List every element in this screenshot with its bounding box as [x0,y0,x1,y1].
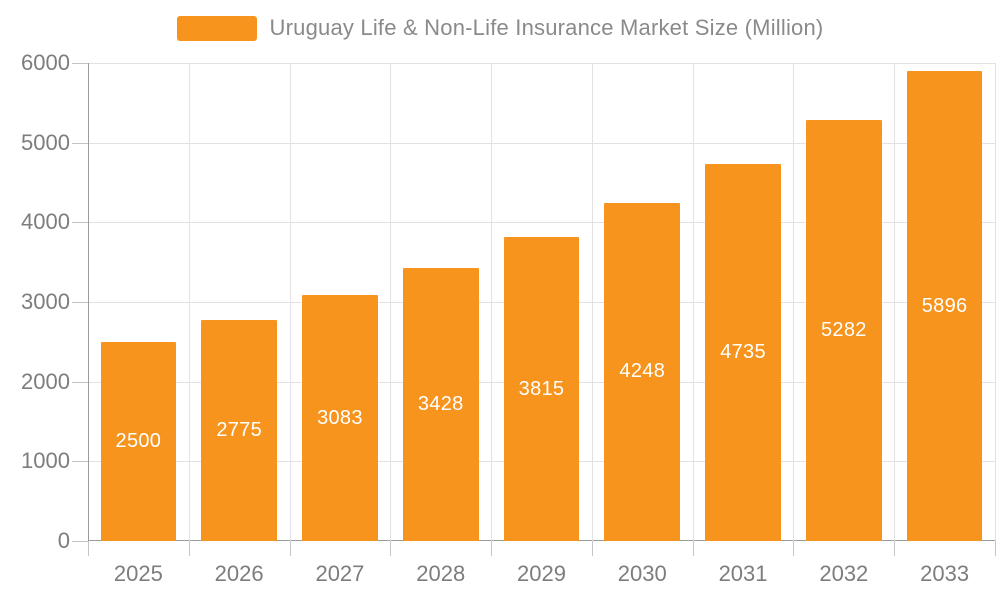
x-axis-tick [692,541,694,556]
x-axis-tick-label: 2025 [113,561,163,586]
x-axis-tick [793,541,795,556]
h-gridline [88,222,995,224]
y-axis-tick [72,461,88,463]
h-gridline [88,142,995,144]
x-axis-tick [491,541,493,556]
x-axis-tick [591,541,593,556]
y-axis-line [88,63,89,541]
v-gridline [995,63,996,541]
y-axis-tick [72,142,88,144]
bar-value-label: 3083 [317,406,363,429]
bar-value-label: 2500 [115,429,162,452]
v-gridline [894,63,896,541]
v-gridline [491,63,493,541]
bar-value-label: 5282 [820,319,867,342]
bar[interactable]: 3428 [402,267,479,541]
bar[interactable]: 3083 [302,295,378,541]
bar-value-label: 3815 [518,377,565,400]
bar[interactable]: 4735 [705,163,781,541]
y-axis-tick [72,302,88,303]
y-axis-tick-label: 0 [57,528,70,553]
bar[interactable]: 4248 [604,202,681,541]
x-axis-tick-label: 2026 [214,561,264,586]
x-axis-tick-label: 2032 [819,561,869,586]
x-axis-tick-label: 2030 [617,561,667,586]
bar-value-label: 4735 [720,340,766,363]
y-axis-tick-label: 3000 [21,289,70,314]
x-axis-tick-label: 2031 [718,561,768,586]
bar[interactable]: 5896 [906,71,983,541]
plot-area: 2500 2775 3083 3428 3815 4248 4735 5282 5896 [88,63,996,541]
legend-label: Uruguay Life & Non-Life Insurance Market… [269,15,824,40]
v-gridline [793,63,795,541]
v-gridline [188,63,190,541]
v-gridline [692,63,694,541]
bar-value-label: 3428 [417,392,464,415]
y-axis-tick [72,222,88,224]
x-axis-tick [390,541,392,556]
legend-swatch [176,15,257,41]
v-gridline [289,63,291,541]
legend[interactable]: Uruguay Life & Non-Life Insurance Market… [0,15,1000,41]
bar-value-label: 5896 [921,294,968,317]
bar-value-label: 4248 [619,360,666,383]
x-axis-tick-label: 2028 [416,561,466,586]
y-axis-tick [72,541,88,542]
x-axis-tick [995,541,996,556]
v-gridline [390,63,392,541]
x-axis-tick [88,541,89,556]
v-gridline [591,63,593,541]
x-axis-tick [289,541,291,556]
y-axis-tick-label: 1000 [21,448,70,474]
y-axis-tick-label: 5000 [21,129,70,155]
y-axis-tick [72,381,88,383]
x-axis-tick [188,541,190,556]
bar[interactable]: 5282 [806,120,882,541]
x-axis-tick-label: 2029 [517,561,566,586]
y-axis-tick-label: 4000 [21,209,70,235]
x-axis-tick-label: 2033 [920,561,970,586]
bar[interactable]: 3815 [503,237,580,541]
y-axis-tick-label: 6000 [21,50,70,75]
h-gridline [88,63,995,64]
bar-value-label: 2775 [216,418,263,441]
bar[interactable]: 2775 [201,319,277,541]
y-axis-tick-label: 2000 [21,368,70,394]
x-axis-tick [894,541,896,556]
y-axis-tick [72,63,88,64]
x-axis-tick-label: 2027 [315,561,365,586]
bar[interactable]: 2500 [100,341,177,541]
